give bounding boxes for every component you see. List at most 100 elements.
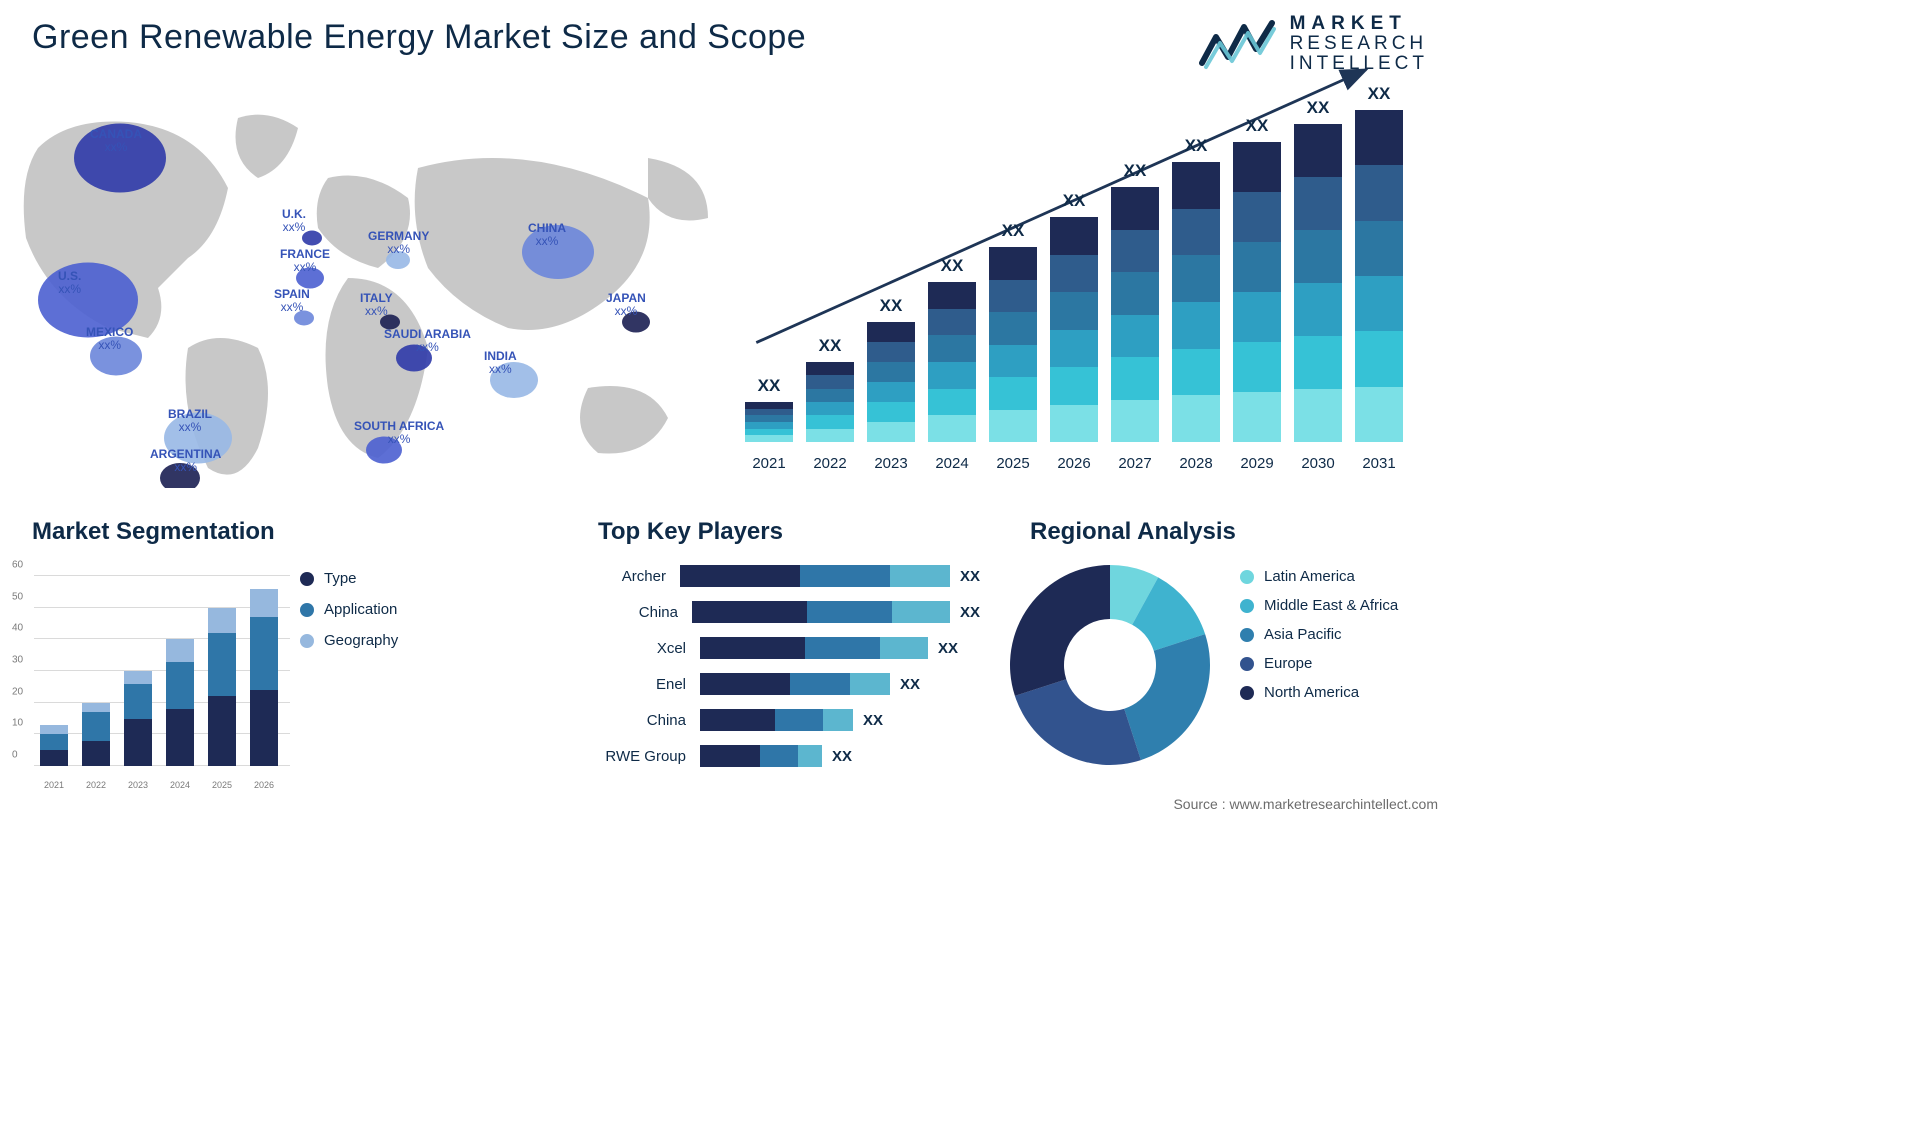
player-row: China XX <box>600 596 980 628</box>
logo-text-3: INTELLECT <box>1290 54 1428 74</box>
player-value: XX <box>900 676 920 693</box>
seg-ytick: 0 <box>12 750 18 761</box>
player-row: Xcel XX <box>600 632 980 664</box>
growth-bar <box>745 402 793 442</box>
segmentation-legend: TypeApplicationGeography <box>300 570 398 663</box>
regional-legend-item: Middle East & Africa <box>1240 597 1398 614</box>
seg-bar <box>250 589 278 766</box>
player-row: Archer XX <box>600 560 980 592</box>
map-label-spain: SPAINxx% <box>274 288 310 314</box>
growth-bar-label: XX <box>1172 136 1220 156</box>
player-name: Enel <box>600 676 700 693</box>
growth-bar-label: XX <box>745 376 793 396</box>
growth-bar-label: XX <box>1355 84 1403 104</box>
regional-legend-item: Europe <box>1240 655 1398 672</box>
map-label-india: INDIAxx% <box>484 350 517 376</box>
growth-x-label: 2023 <box>867 455 915 472</box>
map-label-china: CHINAxx% <box>528 222 566 248</box>
player-name: Xcel <box>600 640 700 657</box>
regional-legend-item: Latin America <box>1240 568 1398 585</box>
players-title: Top Key Players <box>598 518 783 546</box>
growth-bar-label: XX <box>806 336 854 356</box>
seg-x-label: 2026 <box>250 780 278 790</box>
donut-slice <box>1124 634 1210 760</box>
seg-bar <box>166 639 194 766</box>
growth-bar <box>989 247 1037 442</box>
seg-bar <box>124 671 152 766</box>
player-value: XX <box>832 748 852 765</box>
growth-x-label: 2026 <box>1050 455 1098 472</box>
map-label-south-africa: SOUTH AFRICAxx% <box>354 420 444 446</box>
seg-ytick: 20 <box>12 686 23 697</box>
player-row: ChinaXX <box>600 704 980 736</box>
growth-bar-label: XX <box>867 296 915 316</box>
growth-x-label: 2022 <box>806 455 854 472</box>
seg-bar <box>40 725 68 766</box>
map-label-argentina: ARGENTINAxx% <box>150 448 221 474</box>
growth-bar <box>1050 217 1098 442</box>
map-label-italy: ITALYxx% <box>360 292 393 318</box>
player-row: RWE GroupXX <box>600 740 980 772</box>
seg-ytick: 30 <box>12 655 23 666</box>
brand-logo: MARKET RESEARCH INTELLECT <box>1198 14 1428 74</box>
logo-mark-icon <box>1198 17 1276 71</box>
world-map: CANADAxx% U.S.xx% MEXICOxx% BRAZILxx% ARGENT… <box>8 88 728 488</box>
seg-bar <box>82 703 110 766</box>
seg-bar <box>208 608 236 766</box>
growth-x-label: 2029 <box>1233 455 1281 472</box>
seg-x-label: 2025 <box>208 780 236 790</box>
growth-bar <box>867 322 915 442</box>
logo-text-1: MARKET <box>1290 14 1428 34</box>
growth-bar <box>1294 124 1342 442</box>
growth-bar <box>1233 142 1281 442</box>
seg-ytick: 50 <box>12 591 23 602</box>
player-row: Enel XX <box>600 668 980 700</box>
regional-title: Regional Analysis <box>1030 518 1236 546</box>
seg-legend-item: Application <box>300 601 398 618</box>
growth-bar-label: XX <box>1294 98 1342 118</box>
map-label-u-s-: U.S.xx% <box>58 270 81 296</box>
growth-bar-label: XX <box>928 256 976 276</box>
regional-legend-item: Asia Pacific <box>1240 626 1398 643</box>
map-label-mexico: MEXICOxx% <box>86 326 133 352</box>
segmentation-title: Market Segmentation <box>32 518 275 546</box>
map-label-brazil: BRAZILxx% <box>168 408 212 434</box>
growth-bar-label: XX <box>1111 161 1159 181</box>
logo-text-2: RESEARCH <box>1290 34 1428 54</box>
seg-x-label: 2022 <box>82 780 110 790</box>
map-label-saudi-arabia: SAUDI ARABIAxx% <box>384 328 471 354</box>
seg-ytick: 60 <box>12 560 23 571</box>
growth-x-label: 2027 <box>1111 455 1159 472</box>
growth-bar-label: XX <box>989 221 1037 241</box>
map-label-u-k-: U.K.xx% <box>282 208 306 234</box>
seg-x-label: 2021 <box>40 780 68 790</box>
growth-bar <box>806 362 854 442</box>
player-value: XX <box>960 604 980 621</box>
growth-x-label: 2030 <box>1294 455 1342 472</box>
growth-x-label: 2028 <box>1172 455 1220 472</box>
donut-slice <box>1010 565 1110 696</box>
map-label-germany: GERMANYxx% <box>368 230 429 256</box>
seg-ytick: 40 <box>12 623 23 634</box>
seg-x-label: 2023 <box>124 780 152 790</box>
seg-ytick: 10 <box>12 718 23 729</box>
seg-legend-item: Geography <box>300 632 398 649</box>
player-name: Archer <box>600 568 680 585</box>
seg-x-label: 2024 <box>166 780 194 790</box>
donut-slice <box>1015 679 1141 765</box>
growth-x-label: 2024 <box>928 455 976 472</box>
growth-bar <box>1355 110 1403 442</box>
page-title: Green Renewable Energy Market Size and S… <box>32 18 806 57</box>
map-label-canada: CANADAxx% <box>90 128 142 154</box>
growth-x-label: 2025 <box>989 455 1037 472</box>
regional-legend: Latin America Middle East & Africa Asia Pa… <box>1240 568 1398 713</box>
regional-donut <box>1000 555 1220 775</box>
player-value: XX <box>938 640 958 657</box>
growth-chart: XX 2021 XX 2022 XX 2023 XX 2024 XX 2025 XX 2026 XX 20… <box>745 92 1425 472</box>
player-name: China <box>600 604 692 621</box>
players-chart: ArcherXXChinaXXXcelXXEnelXXChinaXXRWE Gr… <box>600 560 980 790</box>
growth-x-label: 2021 <box>745 455 793 472</box>
source-text: Source : www.marketresearchintellect.com <box>1173 796 1438 812</box>
player-value: XX <box>863 712 883 729</box>
player-value: XX <box>960 568 980 585</box>
